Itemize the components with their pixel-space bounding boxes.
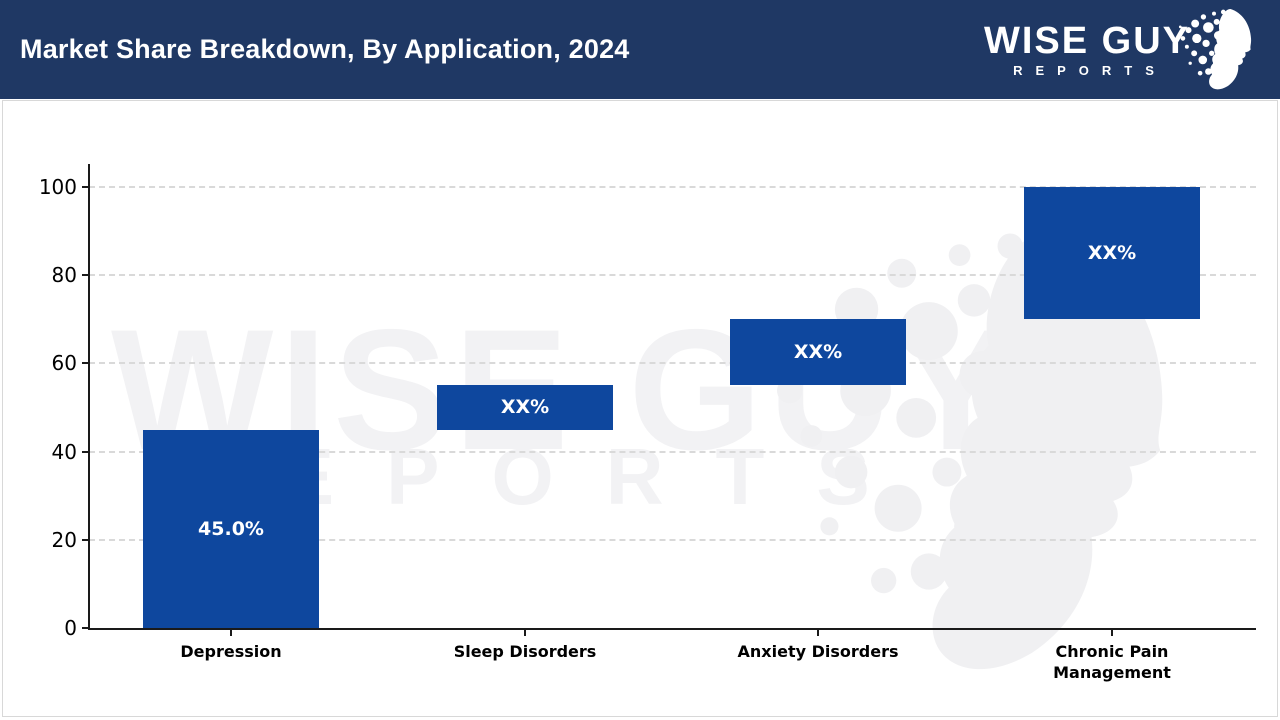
y-tick-label-60: 60 [51, 351, 77, 376]
y-tick-label-40: 40 [51, 439, 77, 464]
gridline-40 [89, 450, 1256, 453]
x-axis [88, 628, 1256, 630]
bar-label-sleep-disorders: XX% [500, 396, 550, 419]
bar-label-depression: 45.0% [198, 517, 264, 540]
logo-wordmark-main: WISE GUY [983, 19, 1190, 62]
y-tick-label-100: 100 [38, 175, 77, 199]
y-tick-mark-40 [82, 450, 89, 453]
bar-depression: 45.0% [143, 429, 319, 628]
y-tick-mark-20 [82, 538, 89, 541]
logo-wordmark-sub: REPORTS [1013, 62, 1167, 78]
page-title: Market Share Breakdown, By Application, … [20, 34, 630, 64]
x-tick-label-sleep-disorders: Sleep Disorders [453, 642, 597, 661]
x-tick-mark-anxiety-disorders [817, 630, 819, 636]
y-tick-mark-100 [82, 186, 89, 188]
x-tick-mark-chronic-pain-management [1111, 630, 1113, 636]
y-tick-mark-60 [82, 362, 89, 365]
y-axis [88, 164, 90, 630]
gridline-60 [89, 362, 1256, 365]
bar-label-chronic-pain-management: XX% [1087, 242, 1137, 265]
gridline-20 [89, 538, 1256, 541]
x-tick-label-anxiety-disorders: Anxiety Disorders [737, 642, 899, 661]
bar-sleep-disorders: XX% [437, 385, 613, 430]
y-tick-label-20: 20 [51, 527, 77, 552]
y-tick-label-80: 80 [51, 263, 77, 288]
y-tick-mark-80 [82, 274, 89, 277]
header: Market Share Breakdown, By Application, … [0, 0, 1280, 99]
gridline-80 [89, 274, 1256, 277]
x-tick-label-chronic-pain-management: Chronic Pain Management [1053, 642, 1171, 683]
x-tick-mark-depression [230, 630, 232, 636]
y-tick-label-0: 0 [64, 616, 77, 640]
waterfall-chart: 0 20 40 60 80 100 45.0% Depression XX% Sleep Diso… [3, 101, 1277, 716]
gridline-100 [89, 186, 1256, 188]
x-tick-label-depression: Depression [180, 642, 282, 661]
bar-label-anxiety-disorders: XX% [793, 341, 843, 364]
bar-chronic-pain-management: XX% [1024, 187, 1200, 320]
wiseguy-logo: WISE GUY REPORTS [984, 7, 1254, 93]
bar-anxiety-disorders: XX% [730, 319, 906, 386]
logo-wordmark: WISE GUY REPORTS [984, 22, 1190, 78]
x-tick-mark-sleep-disorders [524, 630, 526, 636]
y-tick-mark-0 [82, 627, 89, 629]
chart-card: WISE GUY REPORTS 0 20 40 60 80 100 45.0% Depres… [2, 100, 1278, 717]
